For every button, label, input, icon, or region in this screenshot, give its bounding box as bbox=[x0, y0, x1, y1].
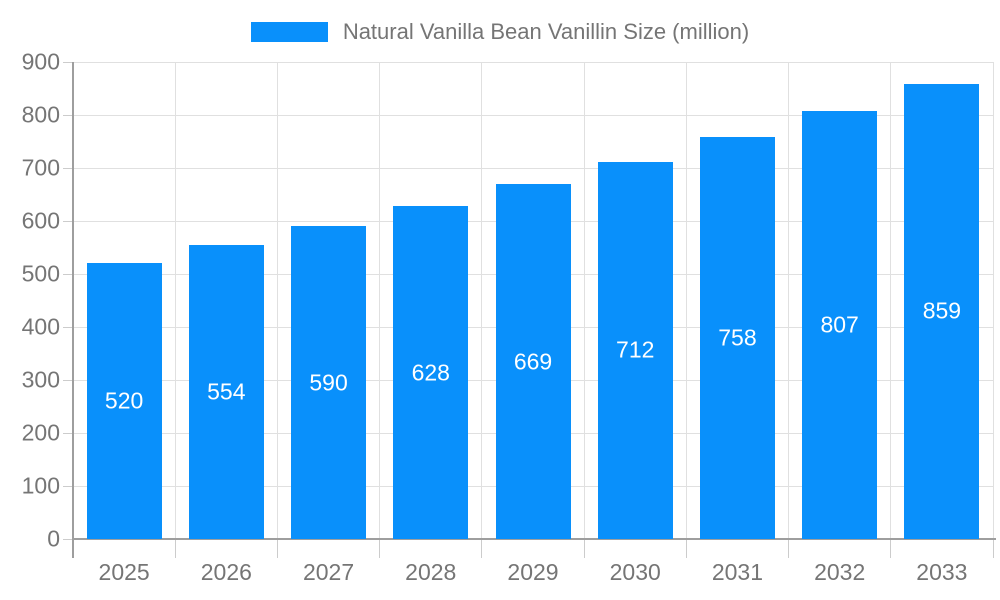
y-axis-tick bbox=[63, 538, 73, 540]
x-axis-line bbox=[73, 538, 996, 540]
x-axis-tick bbox=[890, 539, 892, 558]
y-axis-tick-label: 700 bbox=[21, 154, 60, 181]
y-axis-tick-label: 800 bbox=[21, 101, 60, 128]
gridline-vertical bbox=[379, 62, 381, 539]
legend: Natural Vanilla Bean Vanillin Size (mill… bbox=[0, 16, 1000, 48]
y-axis-tick bbox=[63, 61, 73, 63]
legend-swatch bbox=[250, 22, 328, 42]
x-axis-tick-label: 2026 bbox=[200, 559, 252, 585]
x-axis-tick-label: 2031 bbox=[711, 559, 764, 585]
y-axis-tick-label: 500 bbox=[21, 260, 60, 287]
x-axis-tick-label: 2033 bbox=[916, 559, 968, 585]
gridline-vertical bbox=[788, 62, 790, 539]
y-axis-tick-label: 300 bbox=[21, 366, 60, 393]
x-axis-tick-label: 2027 bbox=[302, 559, 355, 585]
bar-value-label: 669 bbox=[513, 348, 553, 375]
bar-value-label: 590 bbox=[309, 369, 348, 396]
legend-label: Natural Vanilla Bean Vanillin Size (mill… bbox=[342, 19, 750, 44]
x-axis-tick-label: 2028 bbox=[405, 559, 457, 585]
x-axis-tick bbox=[788, 539, 790, 558]
bar-2025[interactable] bbox=[86, 263, 162, 539]
bar-value-label: 554 bbox=[207, 378, 246, 405]
x-axis-tick-label: 2030 bbox=[609, 559, 661, 585]
y-axis-tick-label: 0 bbox=[47, 525, 60, 552]
y-axis-line bbox=[72, 62, 74, 558]
y-axis-tick bbox=[63, 432, 73, 434]
x-axis-tick bbox=[685, 539, 687, 558]
x-axis-tick bbox=[481, 539, 483, 558]
gridline-vertical bbox=[276, 62, 278, 539]
gridline-vertical bbox=[685, 62, 687, 539]
y-axis-tick-label: 200 bbox=[21, 419, 60, 446]
y-axis-tick bbox=[63, 167, 73, 169]
x-axis-tick bbox=[276, 539, 278, 558]
gridline-horizontal bbox=[73, 61, 993, 63]
bar-2029[interactable] bbox=[495, 184, 571, 539]
y-axis-tick-label: 900 bbox=[21, 48, 60, 75]
y-axis-tick bbox=[63, 114, 73, 116]
bar-value-label: 859 bbox=[922, 297, 962, 324]
x-axis-tick-label: 2025 bbox=[98, 559, 150, 585]
bar-2032[interactable] bbox=[802, 111, 878, 539]
bar-value-label: 807 bbox=[820, 311, 859, 338]
y-axis-tick bbox=[63, 220, 73, 222]
legend-item[interactable]: Natural Vanilla Bean Vanillin Size (mill… bbox=[250, 16, 750, 48]
bar-2030[interactable] bbox=[597, 161, 673, 539]
gridline-vertical bbox=[992, 62, 994, 539]
bar-2027[interactable] bbox=[291, 226, 367, 539]
gridline-vertical bbox=[174, 62, 176, 539]
gridline-vertical bbox=[481, 62, 483, 539]
bar-2026[interactable] bbox=[188, 245, 264, 539]
gridline-vertical bbox=[583, 62, 585, 539]
x-axis-tick-label: 2032 bbox=[814, 559, 866, 585]
x-axis-tick bbox=[379, 539, 381, 558]
bar-2028[interactable] bbox=[393, 206, 469, 539]
y-axis-tick bbox=[63, 379, 73, 381]
x-axis-tick-label: 2029 bbox=[507, 559, 559, 585]
bar-value-label: 628 bbox=[411, 359, 450, 386]
y-axis-tick bbox=[63, 273, 73, 275]
y-axis-tick-label: 600 bbox=[21, 207, 60, 234]
gridline-vertical bbox=[890, 62, 892, 539]
bar-value-label: 520 bbox=[104, 387, 144, 414]
y-axis-tick bbox=[63, 326, 73, 328]
bar-2031[interactable] bbox=[699, 137, 775, 539]
gridline-horizontal bbox=[73, 167, 993, 169]
bar-2033[interactable] bbox=[904, 83, 980, 539]
y-axis-tick-label: 400 bbox=[21, 313, 60, 340]
y-axis-tick-label: 100 bbox=[21, 472, 60, 499]
y-axis-tick bbox=[63, 485, 73, 487]
gridline-horizontal bbox=[73, 114, 993, 116]
bar-value-label: 758 bbox=[718, 324, 757, 351]
x-axis-tick bbox=[174, 539, 176, 558]
x-axis-tick bbox=[992, 539, 994, 558]
bar-value-label: 712 bbox=[616, 336, 655, 363]
x-axis-tick bbox=[583, 539, 585, 558]
